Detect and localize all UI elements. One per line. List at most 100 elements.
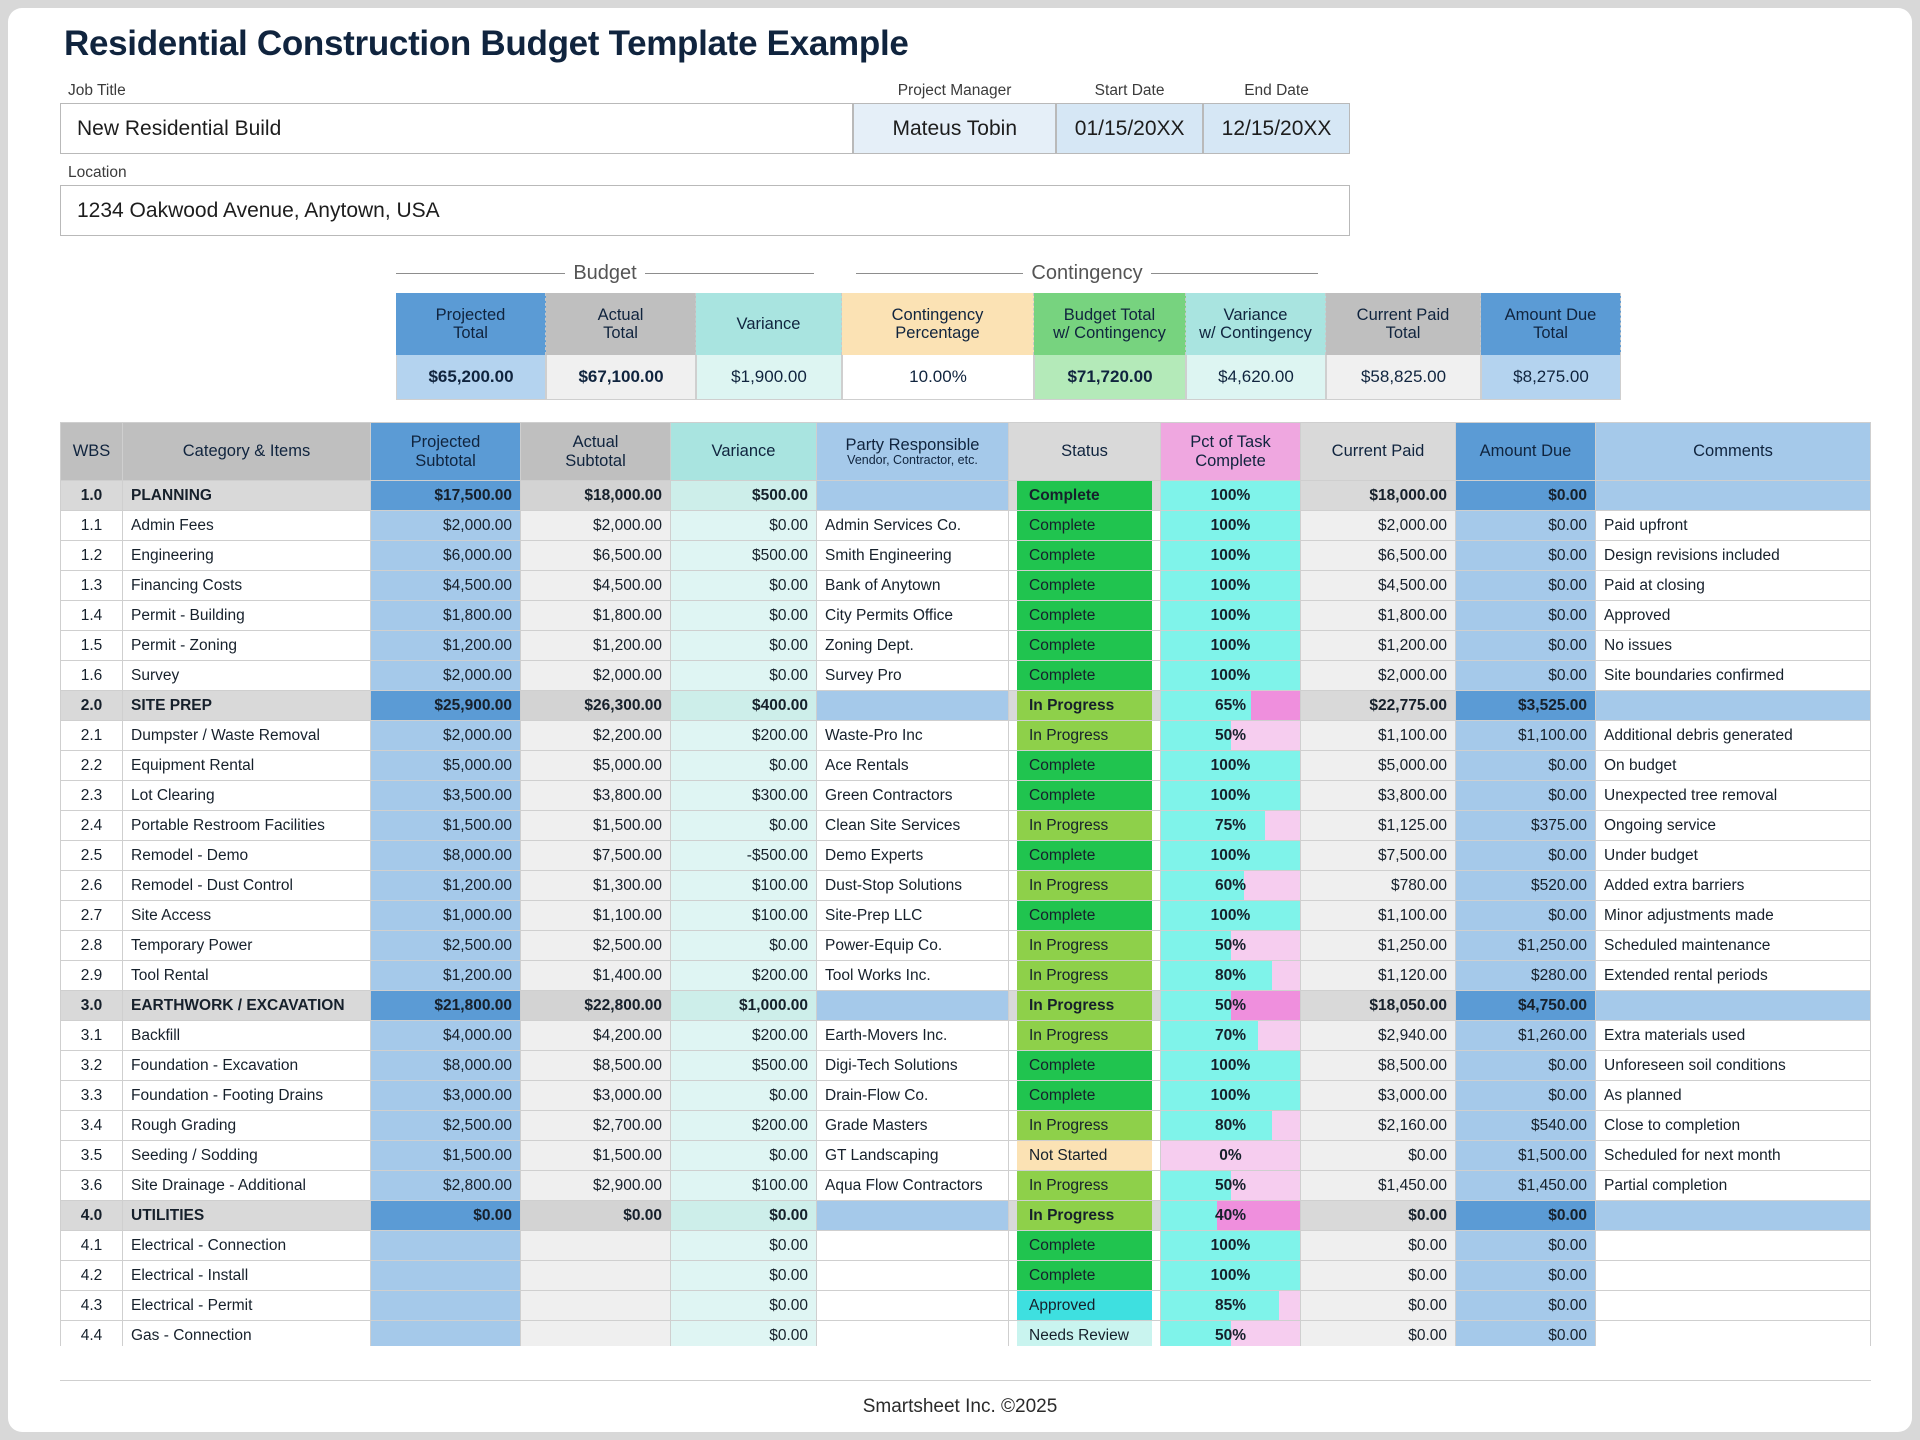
cell-comments[interactable]: Paid upfront (1595, 510, 1871, 541)
cell-pct-complete[interactable]: 50% (1160, 930, 1301, 961)
cell-wbs[interactable]: 1.5 (60, 630, 123, 661)
cell-category[interactable]: Engineering (122, 540, 371, 571)
cell-wbs[interactable]: 1.6 (60, 660, 123, 691)
cell-current-paid[interactable]: $1,800.00 (1300, 600, 1456, 631)
cell-actual-subtotal[interactable]: $1,300.00 (520, 870, 671, 901)
cell-variance[interactable]: $400.00 (670, 690, 817, 721)
cell-variance[interactable]: -$500.00 (670, 840, 817, 871)
cell-category[interactable]: Gas - Connection (122, 1320, 371, 1351)
cell-pct-complete[interactable]: 100% (1160, 1050, 1301, 1081)
cell-actual-subtotal[interactable]: $3,000.00 (520, 1080, 671, 1111)
cell-actual-subtotal[interactable] (520, 1260, 671, 1291)
cell-current-paid[interactable]: $1,100.00 (1300, 720, 1456, 751)
cell-current-paid[interactable]: $4,500.00 (1300, 570, 1456, 601)
cell-comments[interactable]: Under budget (1595, 840, 1871, 871)
cell-party-responsible[interactable] (816, 1320, 1009, 1351)
table-row[interactable]: 2.4 Portable Restroom Facilities $1,500.00… (60, 810, 1871, 841)
cell-actual-subtotal[interactable]: $1,500.00 (520, 1140, 671, 1171)
cell-amount-due[interactable]: $375.00 (1455, 810, 1596, 841)
cell-current-paid[interactable]: $2,000.00 (1300, 660, 1456, 691)
cell-wbs[interactable]: 1.0 (60, 480, 123, 511)
table-row[interactable]: 2.7 Site Access $1,000.00 $1,100.00 $100.00 S… (60, 900, 1871, 931)
cell-category[interactable]: Remodel - Demo (122, 840, 371, 871)
cell-amount-due[interactable]: $0.00 (1455, 840, 1596, 871)
cell-current-paid[interactable]: $1,200.00 (1300, 630, 1456, 661)
job-title-field[interactable]: New Residential Build (60, 103, 854, 154)
cell-pct-complete[interactable]: 65% (1160, 690, 1301, 721)
col-header-projected-subtotal[interactable]: Projected Subtotal (370, 422, 521, 481)
cell-actual-subtotal[interactable]: $1,400.00 (520, 960, 671, 991)
cell-actual-subtotal[interactable]: $5,000.00 (520, 750, 671, 781)
cell-category[interactable]: Temporary Power (122, 930, 371, 961)
cell-category[interactable]: Electrical - Connection (122, 1230, 371, 1261)
cell-projected-subtotal[interactable]: $1,800.00 (370, 600, 521, 631)
cell-amount-due[interactable]: $0.00 (1455, 540, 1596, 571)
cell-wbs[interactable]: 1.2 (60, 540, 123, 571)
cell-wbs[interactable]: 1.1 (60, 510, 123, 541)
cell-actual-subtotal[interactable] (520, 1290, 671, 1321)
cell-projected-subtotal[interactable]: $1,000.00 (370, 900, 521, 931)
cell-status[interactable]: In Progress (1008, 720, 1161, 751)
summary-column-value[interactable]: $4,620.00 (1186, 355, 1326, 400)
cell-projected-subtotal[interactable]: $1,200.00 (370, 630, 521, 661)
cell-actual-subtotal[interactable]: $3,800.00 (520, 780, 671, 811)
cell-variance[interactable]: $0.00 (670, 1290, 817, 1321)
cell-status[interactable]: In Progress (1008, 690, 1161, 721)
cell-comments[interactable] (1595, 1290, 1871, 1321)
col-header-pct-complete[interactable]: Pct of Task Complete (1160, 422, 1301, 481)
cell-variance[interactable]: $0.00 (670, 1140, 817, 1171)
cell-wbs[interactable]: 4.2 (60, 1260, 123, 1291)
cell-comments[interactable]: Unexpected tree removal (1595, 780, 1871, 811)
cell-actual-subtotal[interactable]: $2,900.00 (520, 1170, 671, 1201)
cell-current-paid[interactable]: $6,500.00 (1300, 540, 1456, 571)
cell-pct-complete[interactable]: 40% (1160, 1200, 1301, 1231)
cell-current-paid[interactable]: $18,050.00 (1300, 990, 1456, 1021)
cell-party-responsible[interactable]: Zoning Dept. (816, 630, 1009, 661)
project-manager-field[interactable]: Mateus Tobin (853, 103, 1057, 154)
cell-category[interactable]: Portable Restroom Facilities (122, 810, 371, 841)
cell-actual-subtotal[interactable]: $26,300.00 (520, 690, 671, 721)
cell-current-paid[interactable]: $1,125.00 (1300, 810, 1456, 841)
cell-category[interactable]: Lot Clearing (122, 780, 371, 811)
cell-party-responsible[interactable] (816, 1200, 1009, 1231)
cell-amount-due[interactable]: $0.00 (1455, 1080, 1596, 1111)
cell-status[interactable]: Approved (1008, 1290, 1161, 1321)
cell-pct-complete[interactable]: 100% (1160, 630, 1301, 661)
cell-current-paid[interactable]: $0.00 (1300, 1320, 1456, 1351)
cell-status[interactable]: In Progress (1008, 960, 1161, 991)
cell-category[interactable]: Remodel - Dust Control (122, 870, 371, 901)
table-row[interactable]: 2.8 Temporary Power $2,500.00 $2,500.00 $0.0… (60, 930, 1871, 961)
cell-pct-complete[interactable]: 100% (1160, 750, 1301, 781)
cell-party-responsible[interactable]: GT Landscaping (816, 1140, 1009, 1171)
cell-comments[interactable] (1595, 1230, 1871, 1261)
cell-status[interactable]: In Progress (1008, 990, 1161, 1021)
col-header-wbs[interactable]: WBS (60, 422, 123, 481)
cell-pct-complete[interactable]: 100% (1160, 600, 1301, 631)
cell-status[interactable]: Complete (1008, 630, 1161, 661)
table-row[interactable]: 1.3 Financing Costs $4,500.00 $4,500.00 $0.0… (60, 570, 1871, 601)
cell-amount-due[interactable]: $0.00 (1455, 1200, 1596, 1231)
table-row[interactable]: 1.5 Permit - Zoning $1,200.00 $1,200.00 $0.0… (60, 630, 1871, 661)
cell-comments[interactable]: No issues (1595, 630, 1871, 661)
cell-pct-complete[interactable]: 100% (1160, 540, 1301, 571)
cell-comments[interactable]: Additional debris generated (1595, 720, 1871, 751)
cell-projected-subtotal[interactable]: $4,000.00 (370, 1020, 521, 1051)
cell-party-responsible[interactable]: Aqua Flow Contractors (816, 1170, 1009, 1201)
cell-comments[interactable]: On budget (1595, 750, 1871, 781)
cell-projected-subtotal[interactable]: $2,800.00 (370, 1170, 521, 1201)
cell-current-paid[interactable]: $22,775.00 (1300, 690, 1456, 721)
cell-amount-due[interactable]: $0.00 (1455, 510, 1596, 541)
cell-variance[interactable]: $0.00 (670, 810, 817, 841)
cell-projected-subtotal[interactable]: $17,500.00 (370, 480, 521, 511)
cell-wbs[interactable]: 3.3 (60, 1080, 123, 1111)
table-row[interactable]: 1.2 Engineering $6,000.00 $6,500.00 $500.00 S… (60, 540, 1871, 571)
cell-actual-subtotal[interactable]: $7,500.00 (520, 840, 671, 871)
table-row[interactable]: 3.6 Site Drainage - Additional $2,800.00 $2… (60, 1170, 1871, 1201)
cell-status[interactable]: Complete (1008, 750, 1161, 781)
cell-comments[interactable]: Scheduled for next month (1595, 1140, 1871, 1171)
cell-actual-subtotal[interactable]: $1,800.00 (520, 600, 671, 631)
cell-wbs[interactable]: 2.8 (60, 930, 123, 961)
cell-pct-complete[interactable]: 80% (1160, 960, 1301, 991)
cell-category[interactable]: Seeding / Sodding (122, 1140, 371, 1171)
cell-current-paid[interactable]: $0.00 (1300, 1260, 1456, 1291)
